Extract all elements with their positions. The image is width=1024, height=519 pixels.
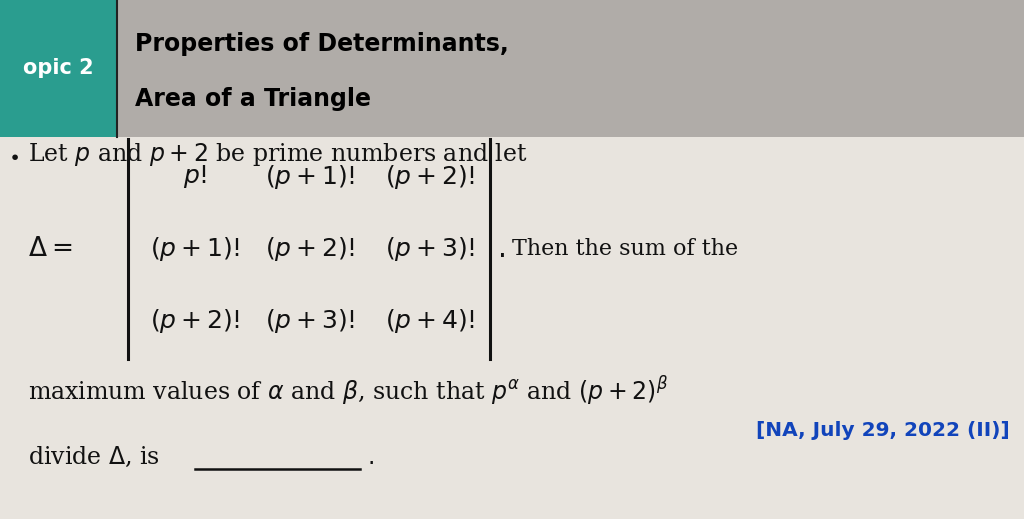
Text: .: . bbox=[368, 445, 376, 469]
Text: opic 2: opic 2 bbox=[24, 59, 94, 78]
Text: $p!$: $p!$ bbox=[183, 163, 207, 190]
Text: $(p+2)!$: $(p+2)!$ bbox=[265, 235, 355, 263]
Text: $(p+1)!$: $(p+1)!$ bbox=[265, 163, 355, 191]
Text: $(p+2)!$: $(p+2)!$ bbox=[385, 163, 475, 191]
Text: $\Delta =$: $\Delta =$ bbox=[28, 237, 73, 262]
Polygon shape bbox=[117, 0, 1024, 137]
Text: $(p+4)!$: $(p+4)!$ bbox=[385, 307, 475, 335]
Text: $(p+2)!$: $(p+2)!$ bbox=[150, 307, 240, 335]
Text: $\bullet$: $\bullet$ bbox=[8, 145, 18, 165]
Text: Area of a Triangle: Area of a Triangle bbox=[135, 87, 371, 111]
Polygon shape bbox=[0, 0, 117, 137]
Text: $(p+3)!$: $(p+3)!$ bbox=[385, 235, 475, 263]
Text: maximum values of $\alpha$ and $\beta$, such that $p^{\alpha}$ and $(p + 2)^{\be: maximum values of $\alpha$ and $\beta$, … bbox=[28, 374, 669, 408]
Text: [NA, July 29, 2022 (II)]: [NA, July 29, 2022 (II)] bbox=[757, 421, 1010, 441]
Text: Properties of Determinants,: Properties of Determinants, bbox=[135, 32, 509, 56]
Text: $(p+1)!$: $(p+1)!$ bbox=[150, 235, 240, 263]
FancyBboxPatch shape bbox=[0, 137, 1024, 519]
Text: divide $\Delta$, is: divide $\Delta$, is bbox=[28, 445, 160, 469]
Text: Then the sum of the: Then the sum of the bbox=[512, 238, 738, 260]
Text: $(p+3)!$: $(p+3)!$ bbox=[265, 307, 355, 335]
Text: .: . bbox=[498, 235, 507, 263]
Text: Let $p$ and $p + 2$ be prime numbers and let: Let $p$ and $p + 2$ be prime numbers and… bbox=[28, 142, 527, 169]
